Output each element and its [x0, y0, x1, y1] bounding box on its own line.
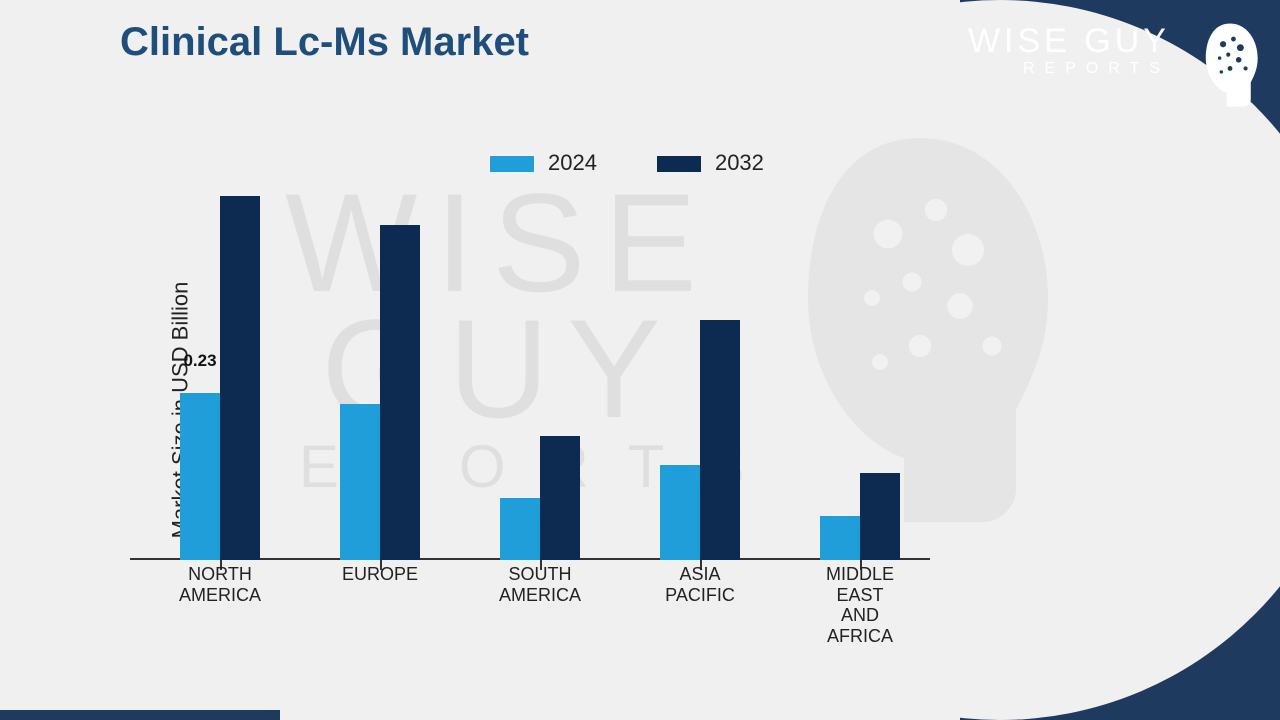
category-label: NORTHAMERICA: [150, 564, 290, 605]
category-label: SOUTHAMERICA: [470, 564, 610, 605]
bar: [500, 498, 540, 560]
bar: [700, 320, 740, 560]
page-title: Clinical Lc-Ms Market: [120, 20, 529, 65]
plot-area: 0.23: [130, 160, 930, 560]
logo-top: WISE GUY: [968, 24, 1170, 58]
brand-logo: WISE GUY REPORTS: [968, 24, 1170, 78]
logo-bottom: REPORTS: [968, 60, 1170, 78]
bar: [180, 393, 220, 560]
category-labels: NORTHAMERICA EUROPE SOUTHAMERICA ASIAPACIFI…: [130, 560, 930, 670]
bar-value-label: 0.23: [183, 351, 216, 371]
bar: [540, 436, 580, 560]
bar: [220, 196, 260, 560]
logo-head-icon: [1190, 20, 1270, 110]
category-label: EUROPE: [310, 564, 450, 585]
bar: [380, 225, 420, 560]
bar-chart: 2024 2032 Market Size in USD Billion 0.2…: [60, 150, 930, 670]
bottom-accent-bar: [0, 710, 280, 720]
category-label: ASIAPACIFIC: [630, 564, 770, 605]
bar: [820, 516, 860, 560]
bar: [660, 465, 700, 560]
bar: [340, 404, 380, 560]
category-label: MIDDLEEASTANDAFRICA: [790, 564, 930, 647]
bar: [860, 473, 900, 560]
